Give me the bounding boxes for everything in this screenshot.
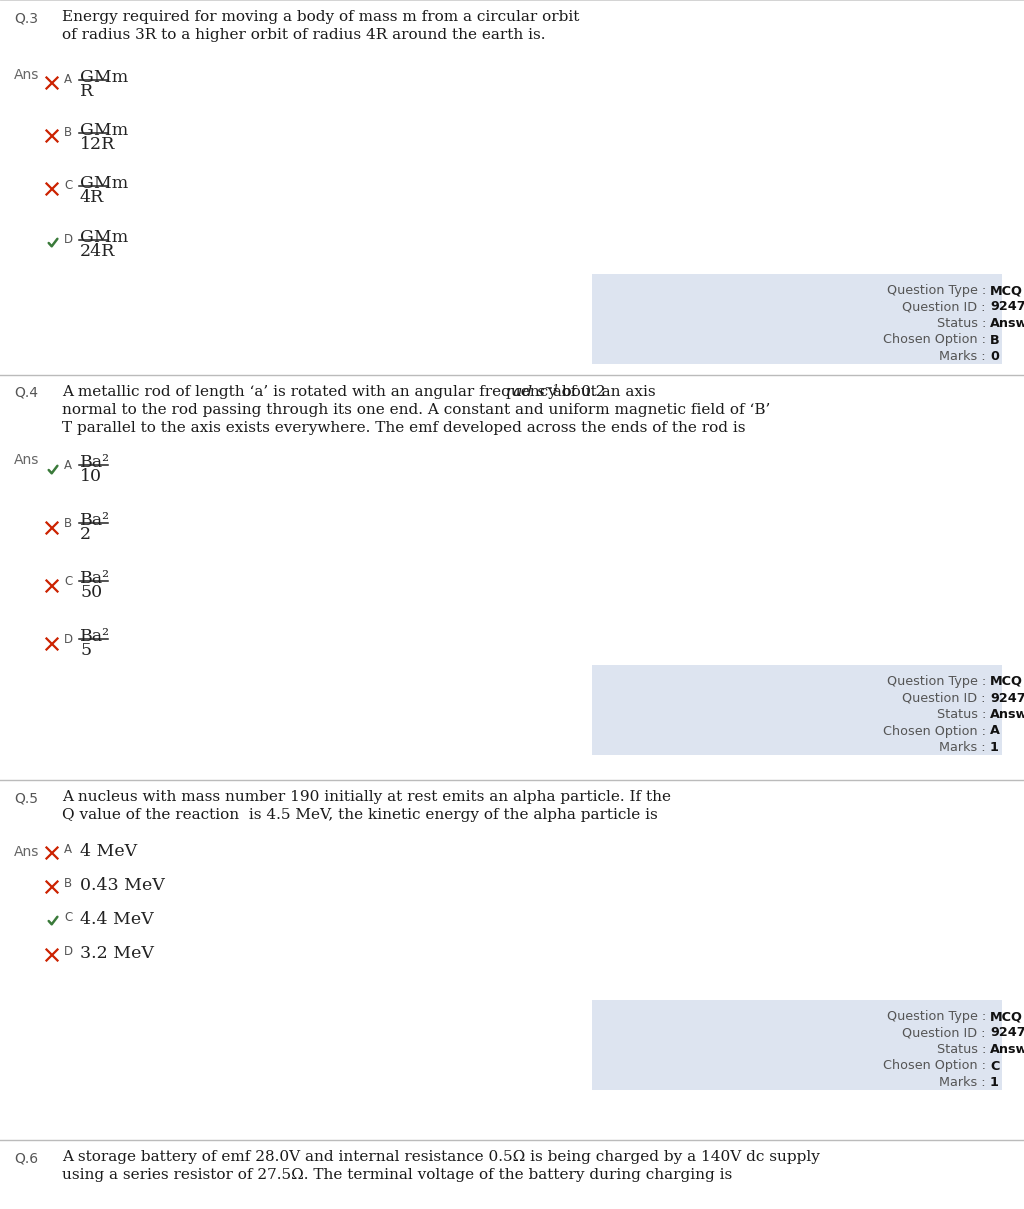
Text: Question Type :: Question Type : xyxy=(887,1010,990,1023)
Text: 4R: 4R xyxy=(80,189,104,206)
Text: Question ID :: Question ID : xyxy=(902,692,990,705)
Text: Question Type :: Question Type : xyxy=(887,675,990,688)
Text: 9247943252: 9247943252 xyxy=(990,301,1024,313)
Text: Marks :: Marks : xyxy=(939,1076,990,1089)
Bar xyxy=(0,0,1024,375)
Text: Q.6: Q.6 xyxy=(14,1151,38,1165)
Text: about an axis: about an axis xyxy=(549,384,656,399)
Text: Status :: Status : xyxy=(937,317,990,330)
Text: D: D xyxy=(63,233,73,245)
Bar xyxy=(592,1000,1002,1091)
Text: Marks :: Marks : xyxy=(939,349,990,363)
Text: Status :: Status : xyxy=(937,708,990,721)
Text: T parallel to the axis exists everywhere. The emf developed across the ends of t: T parallel to the axis exists everywhere… xyxy=(62,421,745,435)
Text: GMm: GMm xyxy=(80,229,128,245)
Text: A: A xyxy=(63,459,72,472)
Text: Ba²: Ba² xyxy=(80,511,110,530)
Text: Ba²: Ba² xyxy=(80,455,110,472)
Bar xyxy=(0,780,1024,1140)
Text: Marks :: Marks : xyxy=(939,741,990,754)
Text: A: A xyxy=(63,73,72,86)
Text: Question ID :: Question ID : xyxy=(902,301,990,313)
Text: GMm: GMm xyxy=(80,69,128,86)
Text: Answered: Answered xyxy=(990,1043,1024,1055)
Text: D: D xyxy=(63,945,73,958)
Text: 0.43 MeV: 0.43 MeV xyxy=(80,877,165,893)
Text: B: B xyxy=(63,877,72,890)
Text: Ans: Ans xyxy=(14,453,39,467)
Text: 50: 50 xyxy=(80,584,102,601)
Text: Ba²: Ba² xyxy=(80,627,110,644)
Text: Energy required for moving a body of mass m from a circular orbit: Energy required for moving a body of mas… xyxy=(62,10,580,24)
Text: 1: 1 xyxy=(990,1076,998,1089)
Text: Q.5: Q.5 xyxy=(14,791,38,805)
Text: 24R: 24R xyxy=(80,243,116,260)
Text: C: C xyxy=(63,575,73,588)
Text: Ans: Ans xyxy=(14,845,39,860)
Text: Ba²: Ba² xyxy=(80,569,110,588)
Text: 5: 5 xyxy=(80,642,91,659)
Text: Chosen Option :: Chosen Option : xyxy=(883,1059,990,1072)
Text: R: R xyxy=(80,83,93,100)
Text: Status :: Status : xyxy=(937,1043,990,1055)
Text: GMm: GMm xyxy=(80,175,128,192)
Text: 10: 10 xyxy=(80,468,102,485)
Text: Chosen Option :: Chosen Option : xyxy=(883,334,990,347)
Text: Q value of the reaction  is 4.5 MeV, the kinetic energy of the alpha particle is: Q value of the reaction is 4.5 MeV, the … xyxy=(62,808,657,822)
Bar xyxy=(0,375,1024,780)
Text: MCQ: MCQ xyxy=(990,284,1023,297)
Text: normal to the rod passing through its one end. A constant and uniform magnetic f: normal to the rod passing through its on… xyxy=(62,403,770,417)
Text: B: B xyxy=(63,126,72,139)
Bar xyxy=(592,665,1002,754)
Text: Chosen Option :: Chosen Option : xyxy=(883,724,990,737)
Text: Question ID :: Question ID : xyxy=(902,1026,990,1040)
Text: Q.4: Q.4 xyxy=(14,386,38,400)
Text: of radius 3R to a higher orbit of radius 4R around the earth is.: of radius 3R to a higher orbit of radius… xyxy=(62,28,546,42)
Text: D: D xyxy=(63,634,73,646)
Text: B: B xyxy=(990,334,999,347)
Text: Question Type :: Question Type : xyxy=(887,284,990,297)
Text: rad s⁻¹: rad s⁻¹ xyxy=(506,384,559,399)
Text: 2: 2 xyxy=(80,526,91,543)
Text: C: C xyxy=(63,179,73,192)
Text: 0: 0 xyxy=(990,349,998,363)
Bar xyxy=(592,274,1002,364)
Text: 4 MeV: 4 MeV xyxy=(80,843,137,860)
Text: Answered: Answered xyxy=(990,708,1024,721)
Text: 3.2 MeV: 3.2 MeV xyxy=(80,945,154,962)
Text: Ans: Ans xyxy=(14,68,39,82)
Text: GMm: GMm xyxy=(80,122,128,139)
Text: A nucleus with mass number 190 initially at rest emits an alpha particle. If the: A nucleus with mass number 190 initially… xyxy=(62,789,671,804)
Bar xyxy=(0,1140,1024,1209)
Text: B: B xyxy=(63,517,72,530)
Text: Answered: Answered xyxy=(990,317,1024,330)
Text: A metallic rod of length ‘a’ is rotated with an angular frequency of 0.2: A metallic rod of length ‘a’ is rotated … xyxy=(62,384,610,399)
Text: C: C xyxy=(990,1059,999,1072)
Text: A storage battery of emf 28.0V and internal resistance 0.5Ω is being charged by : A storage battery of emf 28.0V and inter… xyxy=(62,1150,820,1164)
Text: MCQ: MCQ xyxy=(990,675,1023,688)
Text: using a series resistor of 27.5Ω. The terminal voltage of the battery during cha: using a series resistor of 27.5Ω. The te… xyxy=(62,1168,732,1182)
Text: 9247943277: 9247943277 xyxy=(990,692,1024,705)
Text: A: A xyxy=(990,724,999,737)
Text: A: A xyxy=(63,843,72,856)
Text: 9247943297: 9247943297 xyxy=(990,1026,1024,1040)
Text: 12R: 12R xyxy=(80,137,116,154)
Text: C: C xyxy=(63,912,73,924)
Text: Q.3: Q.3 xyxy=(14,11,38,25)
Text: 1: 1 xyxy=(990,741,998,754)
Text: MCQ: MCQ xyxy=(990,1010,1023,1023)
Text: 4.4 MeV: 4.4 MeV xyxy=(80,912,154,929)
